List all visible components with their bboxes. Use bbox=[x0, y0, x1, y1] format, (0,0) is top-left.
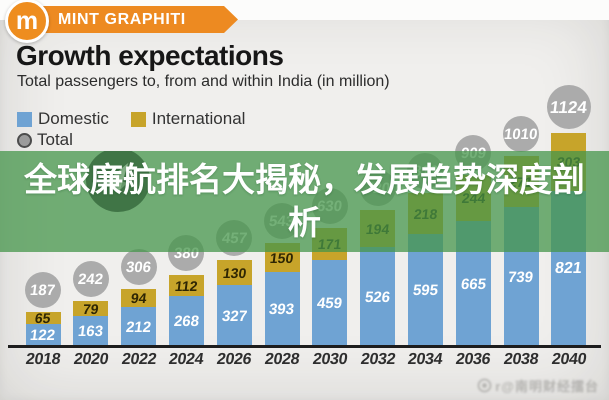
total-value: 187 bbox=[29, 281, 57, 299]
caption-text: 全球廉航排名大揭秘，发展趋势深度剖 析 bbox=[15, 159, 595, 243]
international-value: 112 bbox=[174, 277, 199, 294]
total-value: 306 bbox=[125, 258, 153, 276]
domestic-value: 739 bbox=[507, 268, 535, 286]
international-value: 150 bbox=[269, 249, 295, 266]
weibo-eye-icon bbox=[477, 378, 492, 393]
total-circle: 1124 bbox=[546, 85, 591, 129]
page-title: Growth expectations bbox=[16, 40, 284, 71]
domestic-value: 459 bbox=[316, 295, 344, 312]
international-value: 79 bbox=[82, 300, 100, 317]
domestic-value: 268 bbox=[172, 313, 200, 330]
brand-name: MINT GRAPHITI bbox=[58, 10, 186, 28]
caption-overlay: 全球廉航排名大揭秘，发展趋势深度剖 析 bbox=[0, 151, 609, 252]
mint-logo-icon: m bbox=[5, 0, 49, 43]
domestic-bar-segment: 393 bbox=[264, 272, 300, 347]
domestic-value: 122 bbox=[29, 327, 57, 344]
international-value: 94 bbox=[129, 290, 148, 306]
page-subtitle: Total passengers to, from and within Ind… bbox=[17, 73, 390, 90]
domestic-value: 327 bbox=[220, 307, 248, 325]
total-value: 242 bbox=[77, 270, 105, 288]
total-circle: 1010 bbox=[503, 116, 539, 152]
domestic-bar-segment: 595 bbox=[407, 234, 443, 347]
domestic-value: 163 bbox=[77, 323, 105, 340]
caption-line-1: 全球廉航排名大揭秘，发展趋势深度剖 bbox=[24, 161, 585, 199]
caption-line-2: 析 bbox=[288, 203, 321, 241]
international-bar-segment: 130 bbox=[216, 260, 252, 285]
legend-row-2: Total bbox=[17, 130, 73, 150]
brand-ribbon: MINT GRAPHITI bbox=[26, 6, 238, 33]
domestic-value: 393 bbox=[268, 301, 296, 318]
domestic-bar-segment: 526 bbox=[360, 247, 396, 347]
international-bar-segment: 94 bbox=[121, 289, 157, 307]
total-dot-icon bbox=[17, 132, 32, 148]
domestic-value: 526 bbox=[364, 288, 392, 306]
logo-letter: m bbox=[15, 6, 39, 35]
international-value: 65 bbox=[34, 310, 52, 326]
total-circle: 306 bbox=[120, 249, 157, 285]
total-value: 1124 bbox=[549, 97, 589, 117]
domestic-swatch-icon bbox=[17, 111, 32, 127]
international-swatch-icon bbox=[130, 111, 146, 127]
domestic-bar-segment: 459 bbox=[312, 260, 348, 347]
year-label: 2040 bbox=[550, 351, 588, 368]
total-circle: 187 bbox=[25, 272, 61, 308]
x-axis-line bbox=[8, 345, 601, 348]
paper-plane-emblem-icon bbox=[86, 151, 150, 212]
total-circle: 242 bbox=[72, 261, 109, 297]
legend-label-domestic: Domestic bbox=[38, 109, 109, 128]
domestic-value: 821 bbox=[554, 260, 584, 277]
legend-item-domestic: Domestic bbox=[17, 109, 109, 129]
domestic-value: 665 bbox=[459, 275, 487, 293]
legend-label-total: Total bbox=[37, 130, 73, 149]
paper-plane-glyph bbox=[102, 162, 129, 191]
international-bar-segment: 65 bbox=[25, 310, 61, 326]
legend-label-international: International bbox=[151, 109, 246, 128]
domestic-bar-segment: 212 bbox=[121, 307, 157, 347]
domestic-bar-segment: 327 bbox=[216, 285, 252, 347]
domestic-bar-segment: 268 bbox=[168, 296, 204, 347]
domestic-value: 212 bbox=[125, 318, 153, 336]
legend-row-1: Domestic International bbox=[17, 109, 259, 129]
legend-item-international: International bbox=[130, 109, 246, 129]
total-value: 1010 bbox=[503, 125, 539, 143]
watermark: r@南明财经擂台 bbox=[477, 376, 599, 395]
international-bar-segment: 112 bbox=[168, 275, 204, 296]
international-value: 130 bbox=[221, 264, 247, 281]
domestic-bar-segment: 122 bbox=[25, 324, 61, 347]
domestic-value: 595 bbox=[411, 282, 439, 299]
domestic-bar-segment: 163 bbox=[73, 316, 109, 347]
watermark-text: r@南明财经擂台 bbox=[495, 379, 599, 394]
international-bar-segment: 79 bbox=[73, 300, 109, 317]
